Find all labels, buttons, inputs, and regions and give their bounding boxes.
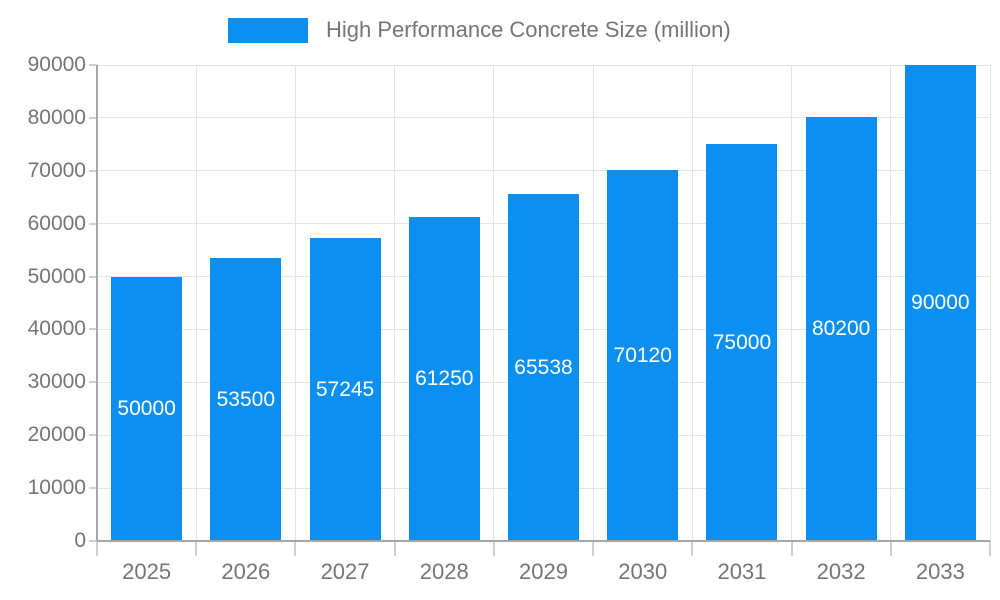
y-axis-label: 40000 (27, 317, 86, 341)
gridline-vertical (493, 65, 495, 541)
bar[interactable]: 57245 (309, 238, 381, 541)
x-axis-tick (691, 541, 694, 556)
y-axis-tick (89, 222, 97, 225)
x-axis-tick (393, 541, 396, 556)
y-axis-label: 60000 (27, 211, 86, 235)
gridline-vertical (592, 65, 594, 541)
x-axis-label: 2030 (618, 559, 668, 584)
x-axis-label: 2033 (915, 559, 965, 584)
y-axis-label: 70000 (27, 158, 86, 182)
y-axis-tick (89, 487, 97, 490)
bar[interactable]: 61250 (408, 217, 480, 541)
x-axis-tick (195, 541, 198, 556)
x-axis-label: 2026 (221, 559, 271, 584)
y-axis-tick (89, 169, 97, 172)
bar[interactable]: 80200 (805, 116, 877, 541)
gridline-horizontal (97, 170, 990, 172)
bar-value-label: 90000 (911, 291, 970, 314)
bar[interactable]: 70120 (607, 170, 679, 541)
y-axis-tick (89, 64, 97, 66)
gridline-vertical (195, 65, 197, 541)
bar[interactable]: 75000 (706, 144, 778, 541)
bar-value-label: 50000 (117, 396, 176, 420)
gridline-vertical (294, 65, 296, 541)
gridline-horizontal (97, 117, 990, 119)
bar-value-label: 70120 (613, 343, 672, 367)
gridline-vertical (890, 65, 892, 541)
gridline-vertical (791, 65, 793, 541)
x-axis-label: 2031 (717, 559, 767, 584)
x-axis-tick (96, 541, 98, 556)
gridline-vertical (691, 65, 693, 541)
x-axis-tick (592, 541, 595, 556)
legend-item[interactable]: High Performance Concrete Size (million) (228, 17, 731, 43)
bar[interactable]: 65538 (508, 194, 579, 541)
y-axis-label: 30000 (27, 370, 86, 394)
y-axis-label: 80000 (27, 105, 86, 129)
bar-value-label: 57245 (315, 377, 375, 401)
legend-swatch (228, 17, 308, 43)
y-axis-tick (89, 434, 97, 437)
x-axis-label: 2028 (419, 559, 469, 584)
y-axis-tick (89, 540, 97, 542)
x-axis-tick (492, 541, 495, 556)
gridline-vertical (394, 65, 396, 541)
y-axis-label: 10000 (27, 476, 86, 500)
bar-value-label: 75000 (712, 330, 772, 354)
gridline-horizontal (97, 64, 990, 66)
gridline-vertical (989, 65, 991, 541)
x-axis-tick (790, 541, 793, 556)
bar[interactable]: 50000 (111, 276, 183, 541)
y-axis-label: 0 (74, 529, 86, 552)
y-axis-label: 20000 (27, 423, 86, 447)
x-axis-label: 2027 (320, 559, 370, 584)
bar-value-label: 65538 (514, 355, 573, 379)
x-axis-tick (989, 541, 991, 556)
y-axis-tick (89, 116, 97, 119)
x-axis-label: 2025 (122, 559, 172, 584)
bar[interactable]: 90000 (904, 65, 976, 541)
bar-value-label: 80200 (811, 316, 871, 340)
bar-value-label: 61250 (415, 367, 474, 391)
y-axis-label: 90000 (27, 53, 86, 76)
x-axis-line (97, 540, 990, 542)
x-axis-tick (294, 541, 297, 556)
y-axis-tick (89, 328, 97, 331)
x-axis-tick (889, 541, 892, 556)
bar-value-label: 53500 (216, 387, 276, 411)
y-axis-line (96, 65, 98, 541)
x-axis-label: 2029 (519, 559, 568, 584)
y-axis-label: 50000 (27, 264, 86, 288)
bar[interactable]: 53500 (210, 258, 282, 541)
y-axis-tick (89, 381, 97, 384)
y-axis-tick (89, 275, 97, 278)
legend-label: High Performance Concrete Size (million) (326, 17, 731, 42)
x-axis-label: 2032 (816, 559, 866, 584)
